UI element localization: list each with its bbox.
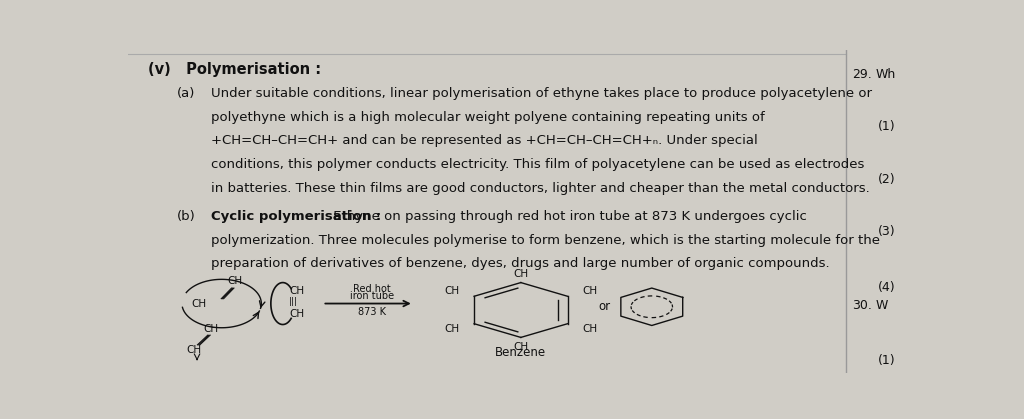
Text: Red hot: Red hot	[353, 284, 391, 294]
Text: CH: CH	[227, 276, 243, 286]
Text: Ethyne on passing through red hot iron tube at 873 K undergoes cyclic: Ethyne on passing through red hot iron t…	[329, 210, 807, 223]
Text: CH: CH	[444, 286, 460, 296]
Text: conditions, this polymer conducts electricity. This film of polyacetylene can be: conditions, this polymer conducts electr…	[211, 158, 864, 171]
Text: in batteries. These thin films are good conductors, lighter and cheaper than the: in batteries. These thin films are good …	[211, 181, 870, 194]
Text: 873 K: 873 K	[358, 307, 386, 317]
Text: CH: CH	[290, 286, 304, 296]
Text: Benzene: Benzene	[496, 347, 547, 360]
Text: CH: CH	[290, 309, 304, 319]
Text: 30.: 30.	[852, 299, 871, 312]
Text: iron tube: iron tube	[350, 292, 394, 301]
Text: W: W	[876, 299, 888, 312]
Text: Wh: Wh	[876, 68, 896, 81]
Text: (1): (1)	[878, 120, 896, 133]
Text: CH: CH	[444, 324, 460, 334]
Text: Under suitable conditions, linear polymerisation of ethyne takes place to produc: Under suitable conditions, linear polyme…	[211, 88, 872, 101]
Text: CH: CH	[191, 299, 207, 308]
Text: +CH=CH–CH=CH+ and can be represented as +CH=CH–CH=CH+ₙ. Under special: +CH=CH–CH=CH+ and can be represented as …	[211, 134, 758, 147]
Text: CH: CH	[204, 324, 219, 334]
Text: (1): (1)	[878, 354, 896, 367]
Text: preparation of derivatives of benzene, dyes, drugs and large number of organic c: preparation of derivatives of benzene, d…	[211, 257, 830, 270]
Text: CH: CH	[583, 286, 597, 296]
Text: (b): (b)	[177, 210, 196, 223]
Text: CH: CH	[513, 342, 528, 352]
Text: polymerization. Three molecules polymerise to form benzene, which is the startin: polymerization. Three molecules polymeri…	[211, 233, 881, 246]
Text: CH: CH	[186, 345, 202, 355]
Text: 29.: 29.	[852, 68, 871, 81]
Text: polyethyne which is a high molecular weight polyene containing repeating units o: polyethyne which is a high molecular wei…	[211, 111, 765, 124]
Text: (3): (3)	[878, 225, 896, 238]
Text: Cyclic polymerisation :: Cyclic polymerisation :	[211, 210, 382, 223]
Text: (4): (4)	[878, 281, 896, 294]
Text: or: or	[598, 300, 610, 313]
Text: (a): (a)	[177, 88, 196, 101]
Text: CH: CH	[583, 324, 597, 334]
Text: (v)   Polymerisation :: (v) Polymerisation :	[147, 62, 321, 77]
Text: |||: |||	[289, 297, 298, 306]
Text: CH: CH	[513, 269, 528, 279]
Text: (2): (2)	[878, 173, 896, 186]
